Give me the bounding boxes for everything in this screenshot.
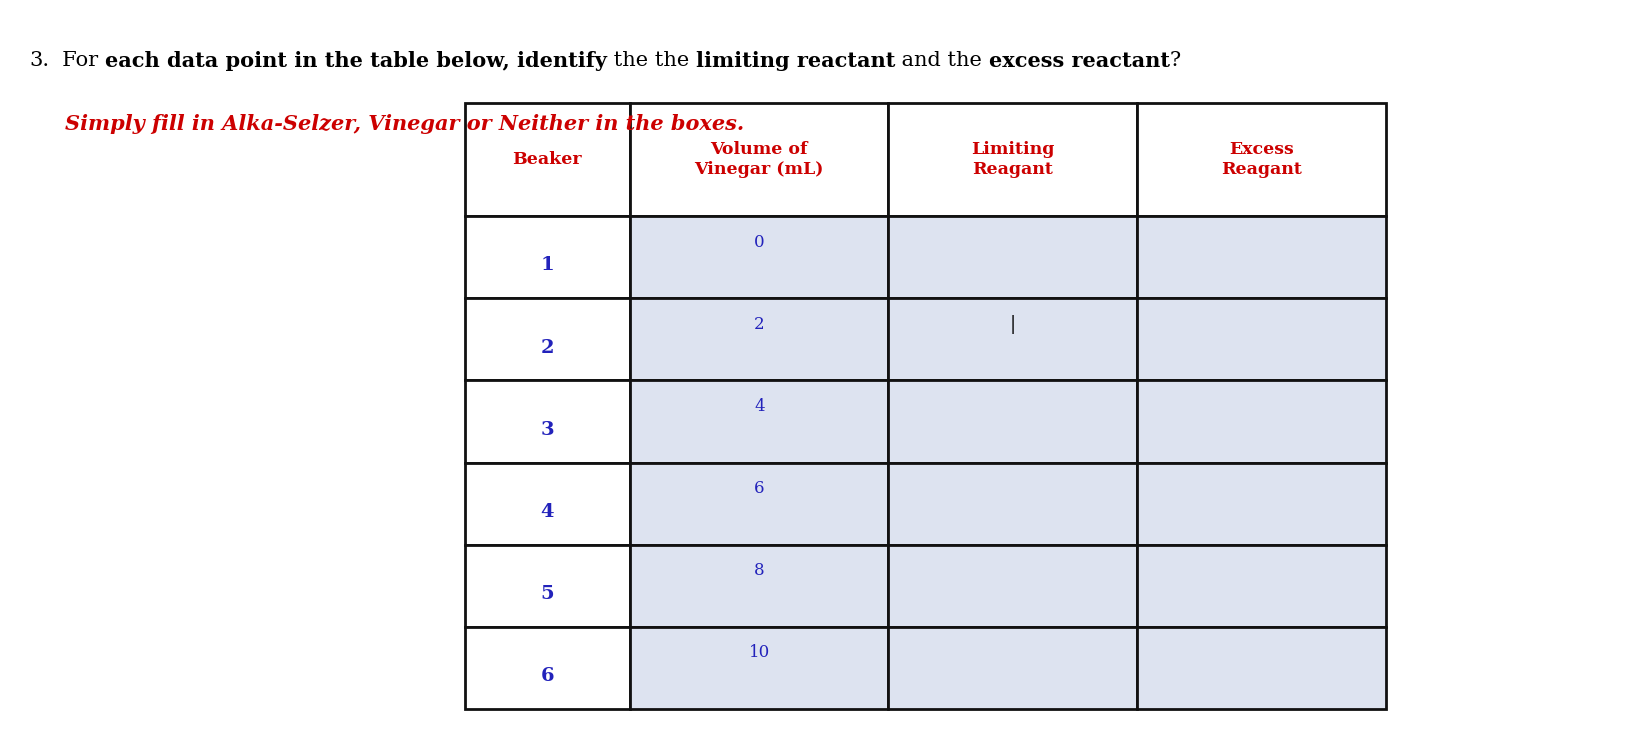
Text: 1: 1 bbox=[541, 257, 554, 274]
Bar bbox=[888, 463, 1136, 545]
Bar bbox=[631, 545, 888, 627]
Bar bbox=[888, 380, 1136, 463]
Bar bbox=[888, 298, 1136, 380]
Bar bbox=[465, 627, 631, 709]
Text: Beaker: Beaker bbox=[512, 151, 582, 168]
Bar bbox=[1136, 463, 1386, 545]
Text: 6: 6 bbox=[541, 667, 554, 685]
Text: excess reactant: excess reactant bbox=[989, 51, 1170, 71]
Bar bbox=[631, 463, 888, 545]
Text: Volume of
Vinegar (mL): Volume of Vinegar (mL) bbox=[694, 141, 823, 177]
Bar bbox=[888, 216, 1136, 298]
Bar bbox=[465, 216, 631, 298]
Bar bbox=[1136, 545, 1386, 627]
Bar bbox=[1136, 103, 1386, 216]
Text: ?: ? bbox=[1170, 51, 1182, 70]
Text: 10: 10 bbox=[748, 644, 769, 661]
Text: Limiting
Reagant: Limiting Reagant bbox=[971, 141, 1055, 177]
Text: 4: 4 bbox=[541, 503, 554, 520]
Text: Simply fill in Alka-Selzer, Vinegar or Neither in the boxes.: Simply fill in Alka-Selzer, Vinegar or N… bbox=[65, 114, 745, 133]
Bar bbox=[888, 627, 1136, 709]
Text: 0: 0 bbox=[755, 234, 764, 251]
Bar bbox=[888, 545, 1136, 627]
Bar bbox=[631, 298, 888, 380]
Text: 4: 4 bbox=[755, 398, 764, 415]
Text: 3: 3 bbox=[541, 421, 554, 438]
Text: |: | bbox=[1009, 315, 1015, 334]
Text: and the: and the bbox=[895, 51, 989, 70]
Bar bbox=[465, 463, 631, 545]
Bar bbox=[465, 103, 631, 216]
Text: Excess
Reagant: Excess Reagant bbox=[1221, 141, 1302, 177]
Bar bbox=[1136, 298, 1386, 380]
Bar bbox=[1136, 627, 1386, 709]
Text: 5: 5 bbox=[541, 585, 554, 603]
Text: 3.: 3. bbox=[29, 51, 49, 70]
Text: 6: 6 bbox=[755, 480, 764, 497]
Bar bbox=[631, 216, 888, 298]
Bar bbox=[1136, 216, 1386, 298]
Bar bbox=[631, 380, 888, 463]
Bar bbox=[1136, 380, 1386, 463]
Text: 2: 2 bbox=[541, 339, 554, 356]
Text: For: For bbox=[49, 51, 106, 70]
Bar bbox=[631, 103, 888, 216]
Bar bbox=[888, 103, 1136, 216]
Bar bbox=[465, 298, 631, 380]
Text: limiting reactant: limiting reactant bbox=[696, 51, 895, 71]
Text: 8: 8 bbox=[755, 562, 764, 579]
Bar bbox=[631, 627, 888, 709]
Text: 2: 2 bbox=[755, 316, 764, 333]
Text: each data point in the table below, identify: each data point in the table below, iden… bbox=[106, 51, 606, 71]
Text: the the: the the bbox=[606, 51, 696, 70]
Bar bbox=[465, 380, 631, 463]
Bar bbox=[465, 545, 631, 627]
